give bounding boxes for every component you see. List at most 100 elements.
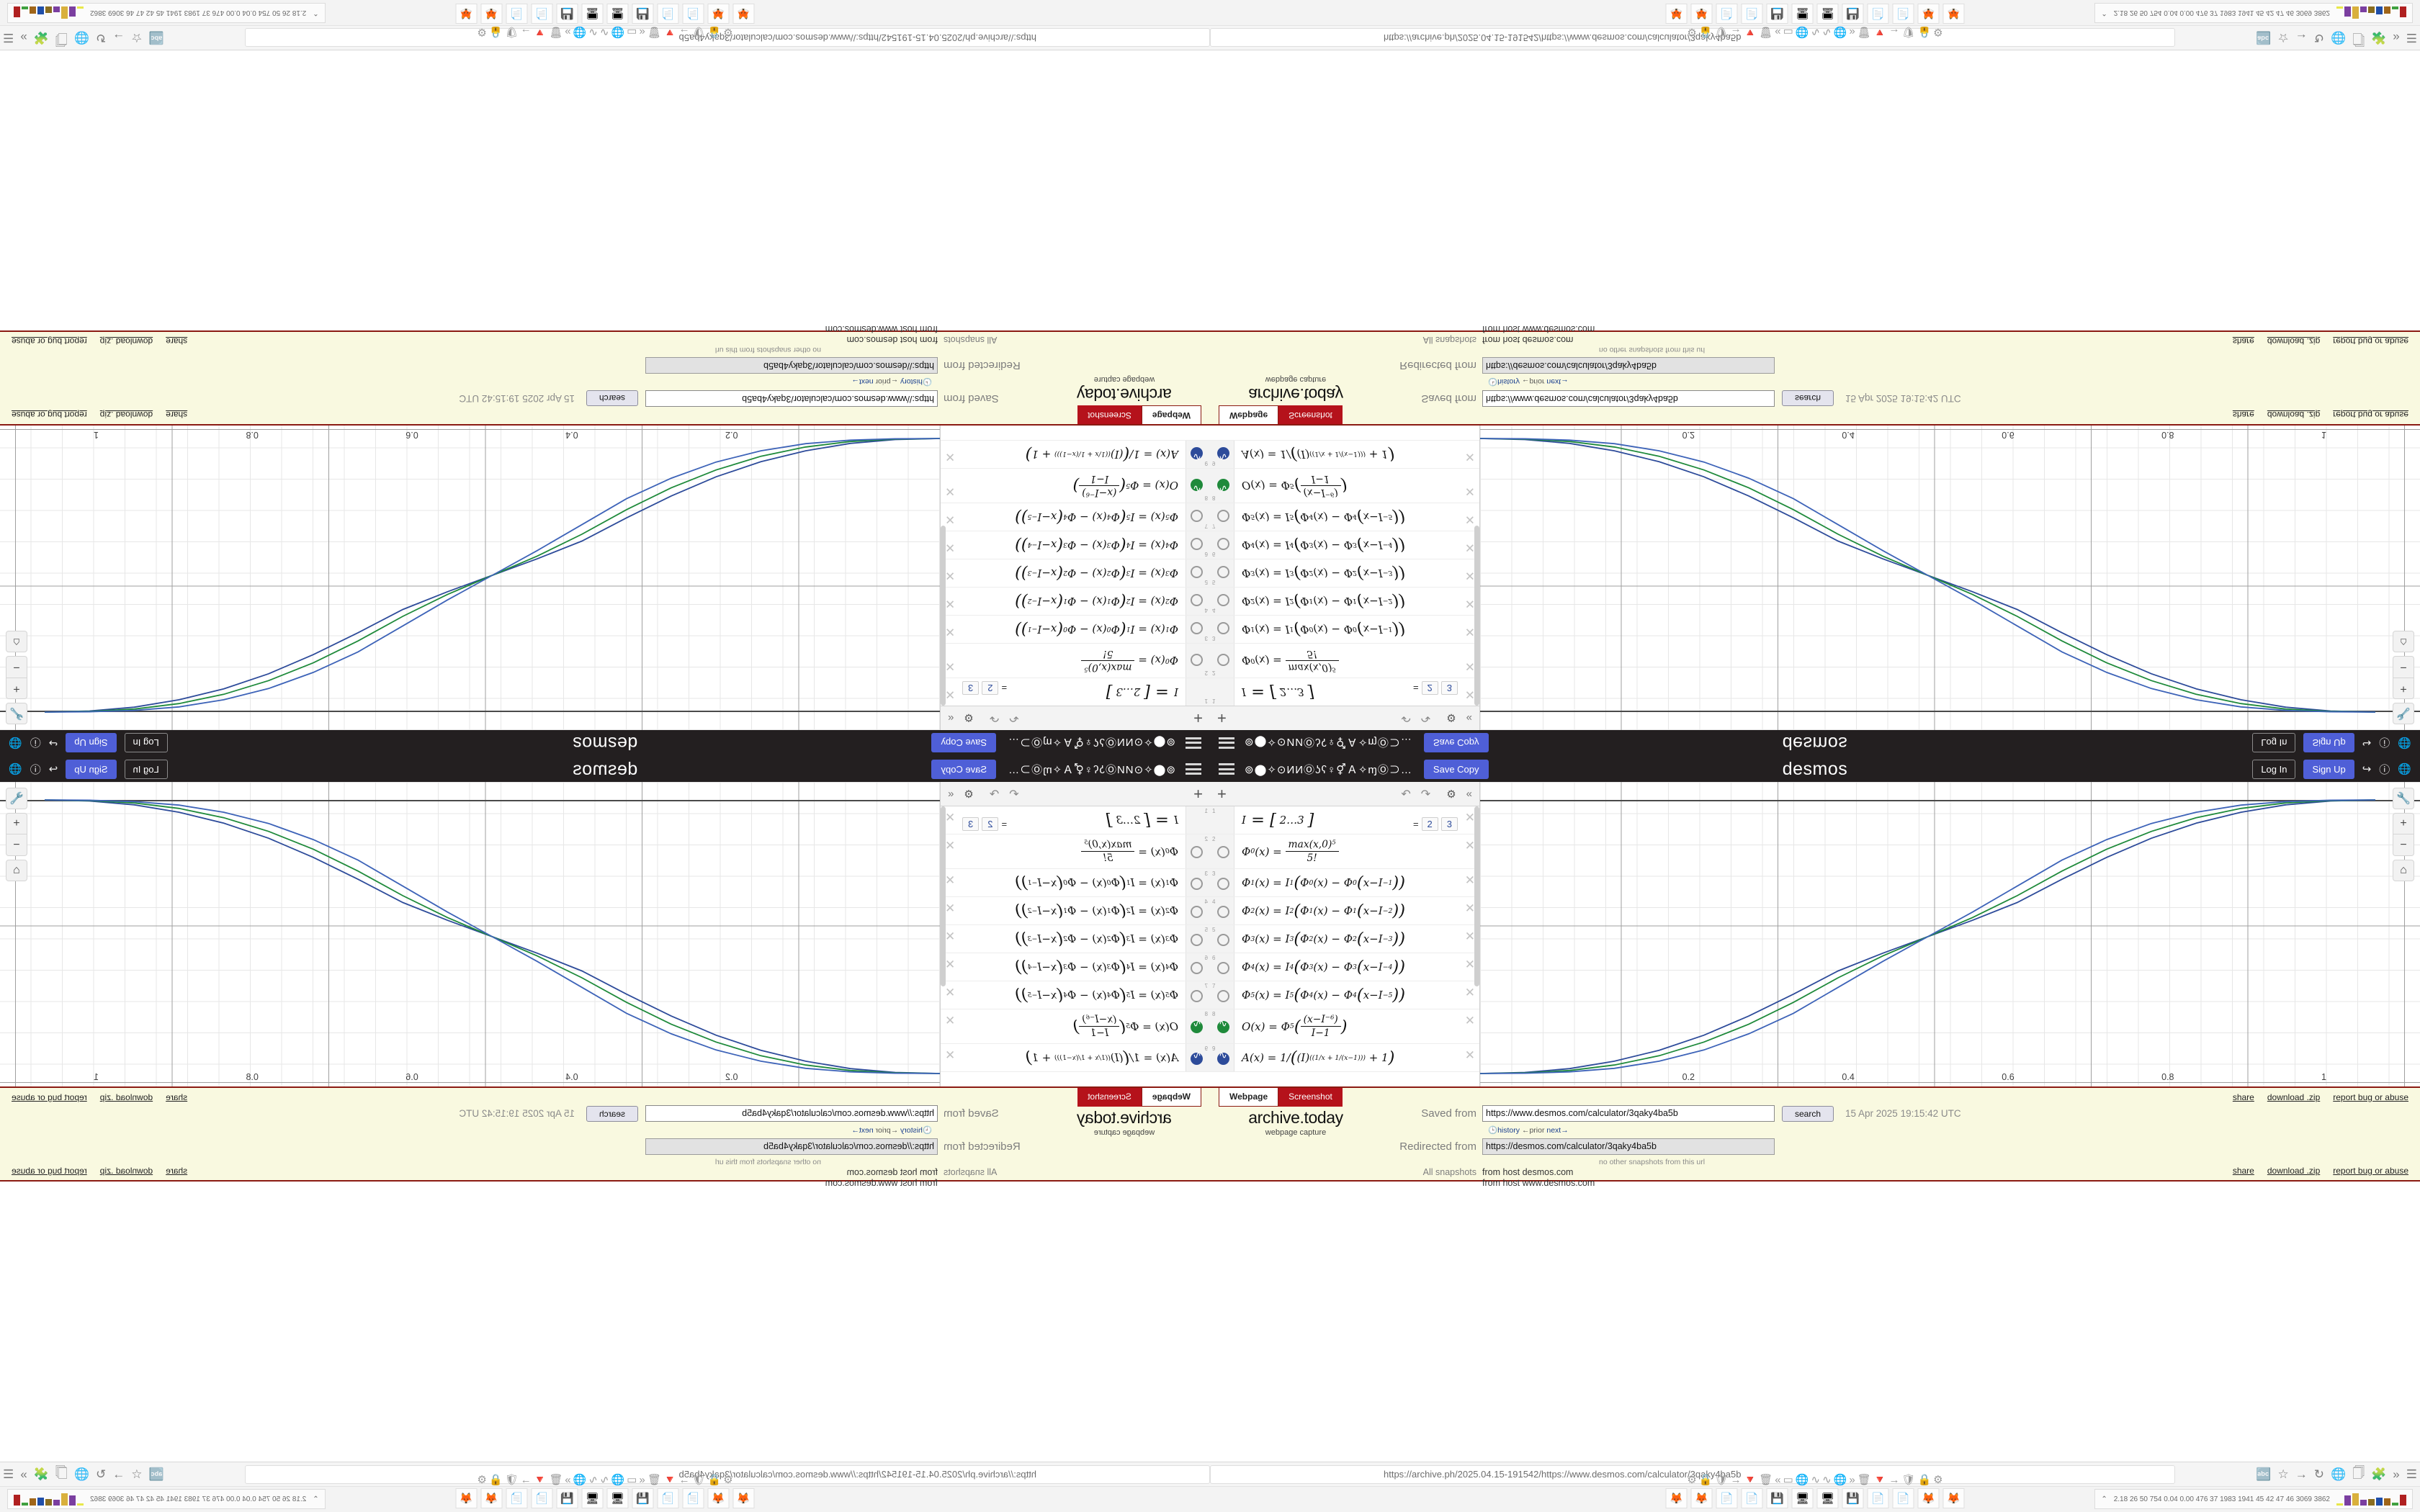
tab-icon[interactable]: ▭	[627, 26, 637, 38]
trash-icon[interactable]: 🗑	[1857, 1474, 1871, 1486]
globe-icon[interactable]: 🌐	[73, 31, 90, 45]
plot-toggle-green[interactable]	[1216, 1017, 1229, 1033]
extension-icon[interactable]: 🧩	[33, 31, 49, 45]
help-icon[interactable]: ⓘ	[2379, 763, 2390, 776]
plot-toggle-blue[interactable]	[1216, 447, 1229, 460]
gear-icon[interactable]: ⚙	[964, 788, 974, 801]
download-zip-link[interactable]: download .zip	[2267, 1092, 2321, 1102]
globe-icon[interactable]: 🌐	[9, 763, 22, 775]
extension-icon[interactable]: 🧩	[2371, 31, 2387, 45]
floppy-icon[interactable]: 💾	[1842, 1488, 1864, 1508]
tab-screenshot[interactable]: Screenshot	[1077, 1088, 1142, 1107]
share-icon[interactable]: ↪	[2362, 763, 2372, 775]
delete-expression-icon[interactable]: ✕	[945, 541, 956, 554]
add-expression-button[interactable]: +	[1217, 784, 1227, 803]
terminal-icon[interactable]: 🖥	[1816, 4, 1839, 24]
home-icon[interactable]: ⌂	[6, 631, 27, 652]
delete-expression-icon[interactable]: ✕	[945, 873, 956, 887]
globe-tab-icon[interactable]: 🌐	[1795, 1474, 1809, 1486]
arrow-right-icon[interactable]: →	[1730, 1473, 1742, 1486]
translate-icon[interactable]: 🔤	[2256, 31, 2272, 45]
collapse-panel-icon[interactable]: «	[1466, 712, 1472, 724]
settings-icon[interactable]: ⚙	[1933, 1474, 1943, 1486]
loop-icon[interactable]: ∿	[599, 26, 609, 38]
plot-toggle-blue[interactable]	[1191, 1052, 1204, 1065]
forward-arrow-icon[interactable]: →	[112, 31, 125, 45]
settings-icon[interactable]: ⚙	[477, 1474, 487, 1486]
sign-up-button[interactable]: Sign Up	[66, 733, 117, 753]
report-bug-link[interactable]: report bug or abuse	[12, 1092, 87, 1102]
lock-icon[interactable]: 🔒	[488, 1474, 503, 1486]
firefox-icon[interactable]: 🦊	[1690, 4, 1713, 24]
notepad-icon[interactable]: 📄	[1716, 4, 1738, 24]
saved-from-input[interactable]: https://www.desmos.com/calculator/3qaky4…	[1482, 390, 1775, 407]
zoom-in-icon[interactable]: +	[2393, 813, 2414, 834]
trash-icon[interactable]: 🗑	[1759, 1474, 1773, 1486]
expression-row[interactable]: 1 I = [ 2…3 ] ✕ = 2 3	[1210, 806, 1479, 834]
undo-icon[interactable]: ↶	[1401, 788, 1411, 801]
search-button[interactable]: search	[1782, 1105, 1834, 1122]
chevron-double-right-icon[interactable]: »	[20, 31, 27, 45]
settings-icon[interactable]: ⚙	[723, 26, 733, 38]
firefox-icon[interactable]: 🦊	[1917, 4, 1940, 24]
delete-expression-icon[interactable]: ✕	[945, 901, 956, 915]
host-line-2[interactable]: from host www.desmos.com	[1482, 324, 1595, 334]
globe-icon[interactable]: 🌐	[2330, 1467, 2347, 1481]
expression-row[interactable]: 5 Φ 3(x) = I 3(Φ 2(x) − Φ 2(x − I −3)) ✕	[1210, 559, 1479, 587]
reload-icon[interactable]: ↻	[96, 31, 107, 45]
zoom-out-icon[interactable]: −	[6, 834, 27, 856]
arrow-right-icon[interactable]: →	[678, 26, 690, 39]
add-expression-button[interactable]: +	[1193, 709, 1203, 728]
collapse-panel-icon[interactable]: «	[1466, 788, 1472, 800]
menu-icon[interactable]	[1219, 761, 1234, 778]
report-bug-link[interactable]: report bug or abuse	[12, 410, 87, 420]
expression-math[interactable]: Φ 2(x) = I 2(Φ 1(x) − Φ 1(x − I −2))	[1242, 901, 1405, 920]
download-zip-link-bottom[interactable]: download .zip	[99, 336, 153, 346]
firefox-icon[interactable]: 🦊	[1665, 1488, 1688, 1508]
tab-webpage[interactable]: Webpage	[1219, 405, 1279, 424]
floppy-icon[interactable]: 💾	[1766, 1488, 1788, 1508]
shield-icon[interactable]: 🛡	[1901, 1474, 1916, 1486]
notepad-icon[interactable]: 📄	[1741, 1488, 1763, 1508]
share-link[interactable]: share	[166, 410, 188, 420]
expression-math[interactable]: Φ 0(x) = max(x,0)5 5!	[1234, 644, 1479, 678]
sign-up-button[interactable]: Sign Up	[2303, 759, 2354, 779]
firefox-icon[interactable]: 🦊	[1942, 4, 1965, 24]
globe-tab-icon[interactable]: 🌐	[573, 26, 587, 38]
host-line-1[interactable]: from host desmos.com	[846, 335, 938, 345]
help-icon[interactable]: ⓘ	[2379, 736, 2390, 749]
wrench-icon[interactable]: 🔧	[6, 703, 27, 724]
trash-icon[interactable]: 🗑	[1857, 26, 1871, 38]
expression-math[interactable]: O(x) = Φ 5((x−I−6) I−1)	[1242, 1014, 1348, 1039]
expression-row[interactable]: 7 Φ 5(x) = I 5(Φ 4(x) − Φ 4(x − I −5)) ✕	[1210, 503, 1479, 531]
host-line-1[interactable]: from host desmos.com	[846, 1167, 938, 1177]
globe-tab-icon[interactable]: 🌐	[573, 1474, 587, 1486]
taskbar-app-icons[interactable]: 🦊 🦊 📄 📄 💾 🖥 🖥 💾 📄 📄 🦊 🦊	[455, 4, 755, 24]
browser-tab-strip[interactable]: ⚙ 🔒 🛡 → 🔻 🗑 «▭ 🌐 ∿ ∿ 🌐» 🗑 🔻 → 🛡 🔒 ⚙	[477, 1473, 732, 1487]
globe-tab-icon[interactable]: 🌐	[1833, 1474, 1847, 1486]
report-bug-link-bottom[interactable]: report bug or abuse	[12, 336, 87, 346]
menu-icon[interactable]	[1186, 761, 1201, 778]
loop-icon[interactable]: ∿	[599, 1474, 609, 1486]
report-bug-link-bottom[interactable]: report bug or abuse	[2333, 1166, 2408, 1176]
globe-tab-icon[interactable]: 🌐	[611, 1474, 625, 1486]
bookmark-star-icon[interactable]: ☆	[131, 1467, 143, 1481]
terminal-icon[interactable]: 🖥	[606, 4, 629, 24]
delete-expression-icon[interactable]: ✕	[1464, 569, 1475, 582]
expression-math[interactable]: Φ 1(x) = I 1(Φ 0(x) − Φ 0(x − I −1))	[1015, 873, 1178, 892]
firefox-icon[interactable]: 🦊	[480, 4, 503, 24]
expression-math[interactable]: Φ 3(x) = I 3(Φ 2(x) − Φ 2(x − I −3))	[1015, 564, 1178, 582]
redo-icon[interactable]: ↷	[989, 711, 1000, 724]
lock-icon[interactable]: 🔒	[1917, 26, 1932, 38]
expression-math[interactable]: A(x) = 1/((I) ((1/x + 1/(x−1))) + 1)	[1242, 445, 1395, 464]
expression-row[interactable]: 3 Φ 1(x) = I 1(Φ 0(x) − Φ 0(x − I −1)) ✕	[941, 869, 1210, 897]
expression-math[interactable]: Φ 2(x) = I 2(Φ 1(x) − Φ 1(x − I −2))	[1242, 592, 1405, 611]
history-link[interactable]: history	[1497, 377, 1520, 386]
bookmark-star-icon[interactable]: ☆	[2277, 31, 2289, 45]
expression-row[interactable]: 4 Φ 2(x) = I 2(Φ 1(x) − Φ 1(x − I −2)) ✕	[1210, 897, 1479, 925]
home-icon[interactable]: ⌂	[2393, 631, 2414, 652]
tab-icon[interactable]: ▭	[627, 1474, 637, 1486]
plot-toggle-blue[interactable]	[1216, 1049, 1229, 1065]
tab-screenshot[interactable]: Screenshot	[1278, 1088, 1343, 1107]
